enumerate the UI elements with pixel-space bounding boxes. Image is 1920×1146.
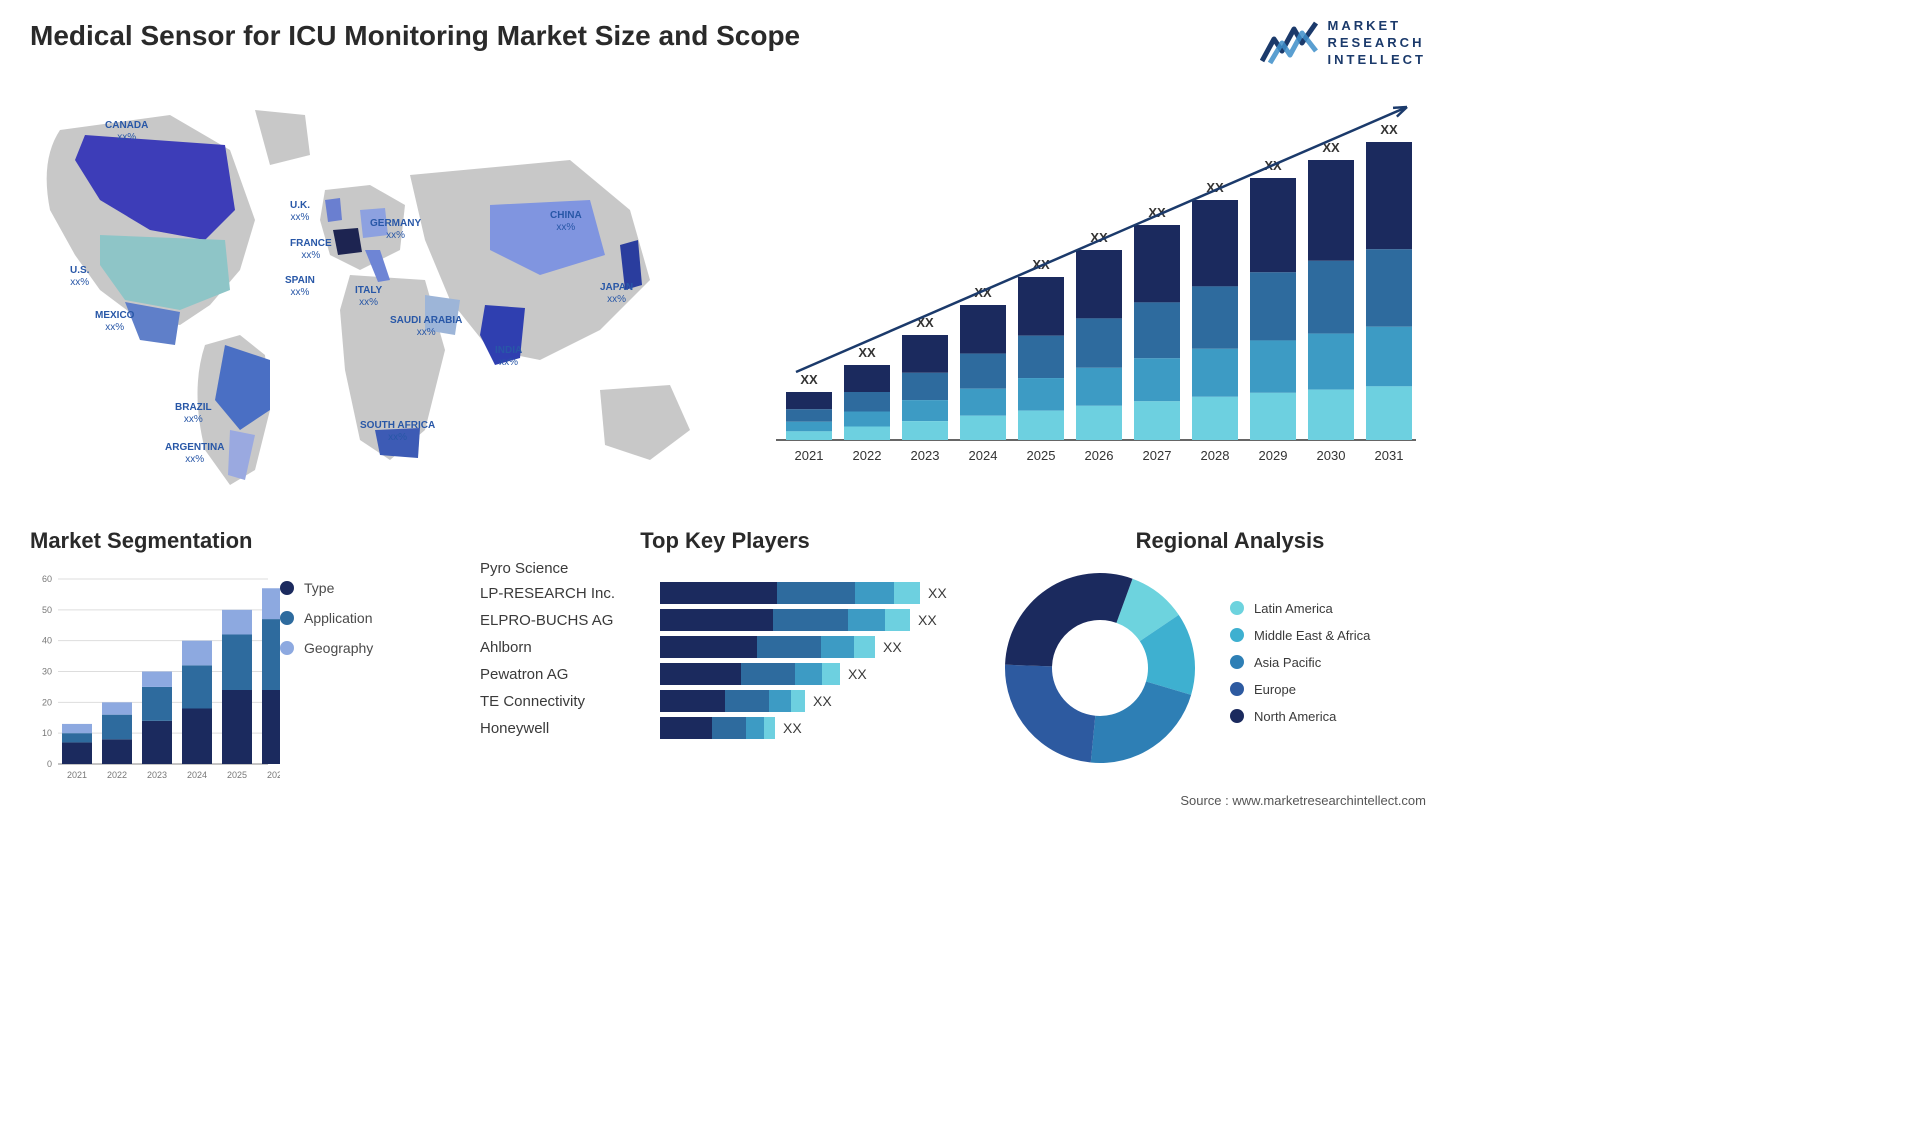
market-size-chart: XX2021XX2022XX2023XX2024XX2025XX2026XX20… (776, 100, 1416, 470)
map-label: MEXICOxx% (95, 310, 134, 334)
segmentation-legend: Type Application Geography (280, 580, 373, 670)
key-player-label: Honeywell (480, 720, 660, 737)
key-player-row: Pewatron AG XX (480, 663, 970, 685)
svg-text:2024: 2024 (187, 770, 207, 780)
svg-text:10: 10 (42, 728, 52, 738)
svg-text:2023: 2023 (147, 770, 167, 780)
svg-text:40: 40 (42, 636, 52, 646)
regional-legend: Latin America Middle East & Africa Asia Pa… (1230, 601, 1370, 736)
legend-item: Geography (280, 640, 373, 656)
map-label: SOUTH AFRICAxx% (360, 420, 435, 444)
map-label: SPAINxx% (285, 275, 315, 299)
legend-item: Application (280, 610, 373, 626)
region-legend-item: Latin America (1230, 601, 1370, 616)
regional-section: Regional Analysis Latin America Middle Ea… (1000, 528, 1420, 768)
legend-item: Type (280, 580, 373, 596)
map-label: SAUDI ARABIAxx% (390, 315, 462, 339)
key-player-row: Honeywell XX (480, 717, 970, 739)
key-player-value: XX (813, 693, 832, 709)
svg-text:XX: XX (800, 372, 818, 387)
svg-text:0: 0 (47, 759, 52, 769)
map-label: JAPANxx% (600, 282, 633, 306)
top-key-players-section: Top Key Players Pyro Science LP-RESEARCH … (480, 528, 970, 744)
regional-donut-chart (1000, 568, 1200, 768)
key-player-row: ELPRO-BUCHS AG XX (480, 609, 970, 631)
svg-text:2027: 2027 (1143, 448, 1172, 463)
logo-line1: MARKET (1328, 18, 1427, 35)
key-player-value: XX (883, 639, 902, 655)
logo-line3: INTELLECT (1328, 52, 1427, 69)
segmentation-chart: 0 10 20 30 40 50 60 2021 2022 2023 2024 2025 2026 (30, 564, 280, 794)
svg-text:2022: 2022 (107, 770, 127, 780)
region-legend-item: Asia Pacific (1230, 655, 1370, 670)
map-label: INDIAxx% (495, 345, 522, 369)
map-label: U.K.xx% (290, 200, 310, 224)
regional-title: Regional Analysis (1040, 528, 1420, 554)
key-player-row: LP-RESEARCH Inc. XX (480, 582, 970, 604)
svg-text:2030: 2030 (1317, 448, 1346, 463)
map-label: U.S.xx% (70, 265, 89, 289)
key-player-label: ELPRO-BUCHS AG (480, 612, 660, 629)
key-player-value: XX (918, 612, 937, 628)
key-player-label: Pewatron AG (480, 666, 660, 683)
segmentation-section: Market Segmentation 0 10 20 30 40 50 60 2021 202… (30, 528, 460, 794)
svg-text:60: 60 (42, 574, 52, 584)
logo-mark-icon (1260, 21, 1318, 66)
map-label: BRAZILxx% (175, 402, 212, 426)
svg-text:XX: XX (858, 345, 876, 360)
svg-text:30: 30 (42, 667, 52, 677)
key-player-row: Ahlborn XX (480, 636, 970, 658)
region-legend-item: North America (1230, 709, 1370, 724)
svg-text:2028: 2028 (1201, 448, 1230, 463)
svg-text:XX: XX (1380, 122, 1398, 137)
key-player-label: Pyro Science (480, 560, 660, 577)
map-label: FRANCExx% (290, 238, 332, 262)
svg-text:20: 20 (42, 697, 52, 707)
logo-line2: RESEARCH (1328, 35, 1427, 52)
svg-text:2026: 2026 (267, 770, 280, 780)
map-label: ARGENTINAxx% (165, 442, 224, 466)
key-player-value: XX (928, 585, 947, 601)
svg-text:2024: 2024 (969, 448, 998, 463)
key-player-value: XX (848, 666, 867, 682)
segmentation-title: Market Segmentation (30, 528, 460, 554)
svg-text:2021: 2021 (795, 448, 824, 463)
key-player-row: Pyro Science (480, 560, 970, 577)
map-label: CANADAxx% (105, 120, 148, 144)
region-legend-item: Europe (1230, 682, 1370, 697)
svg-text:2026: 2026 (1085, 448, 1114, 463)
svg-text:2031: 2031 (1375, 448, 1404, 463)
page-title: Medical Sensor for ICU Monitoring Market… (30, 20, 800, 52)
map-label: CHINAxx% (550, 210, 582, 234)
svg-text:50: 50 (42, 605, 52, 615)
svg-text:2025: 2025 (1027, 448, 1056, 463)
world-map: CANADAxx% U.S.xx% MEXICOxx% BRAZILxx% ARGENT… (30, 90, 710, 490)
key-player-label: TE Connectivity (480, 693, 660, 710)
key-player-row: TE Connectivity XX (480, 690, 970, 712)
svg-text:2025: 2025 (227, 770, 247, 780)
svg-text:2023: 2023 (911, 448, 940, 463)
key-player-label: LP-RESEARCH Inc. (480, 585, 660, 602)
svg-text:2029: 2029 (1259, 448, 1288, 463)
key-player-value: XX (783, 720, 802, 736)
brand-logo: MARKET RESEARCH INTELLECT (1260, 18, 1427, 69)
key-player-label: Ahlborn (480, 639, 660, 656)
map-label: GERMANYxx% (370, 218, 421, 242)
map-label: ITALYxx% (355, 285, 382, 309)
region-legend-item: Middle East & Africa (1230, 628, 1370, 643)
svg-text:2022: 2022 (853, 448, 882, 463)
source-text: Source : www.marketresearchintellect.com (1180, 793, 1426, 808)
svg-text:2021: 2021 (67, 770, 87, 780)
tkp-title: Top Key Players (480, 528, 970, 554)
